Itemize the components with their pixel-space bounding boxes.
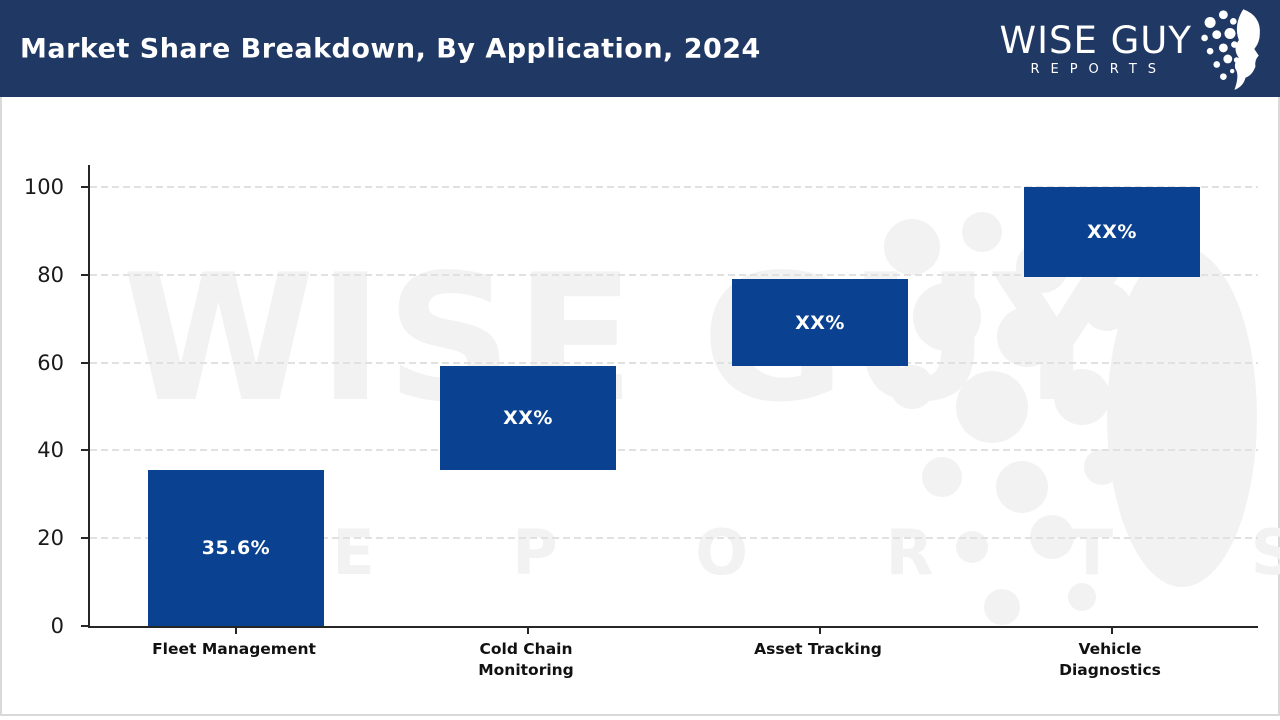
- bar-value-label: XX%: [503, 406, 553, 429]
- y-axis-tick: [81, 449, 88, 452]
- x-axis-tick: [527, 628, 529, 634]
- y-axis-tick-label: 20: [37, 526, 64, 551]
- y-axis-tick-label: 60: [37, 350, 64, 375]
- bar: XX%: [1024, 186, 1200, 277]
- gridline: [90, 449, 1258, 452]
- bar: XX%: [440, 366, 616, 470]
- y-axis-tick: [81, 273, 88, 276]
- gridline: [90, 273, 1258, 276]
- watermark-dotted-face: [884, 212, 1257, 625]
- bar-value-label: 35.6%: [201, 536, 271, 559]
- y-axis-tick: [81, 185, 88, 188]
- gridline: [90, 185, 1258, 188]
- x-axis-tick: [819, 628, 821, 634]
- gridline: [90, 361, 1258, 364]
- y-axis-tick-label: 80: [37, 262, 64, 287]
- watermark-subtitle: R E P O R T S: [147, 516, 1280, 589]
- y-axis-tick: [81, 625, 88, 627]
- x-axis-category-label: Cold Chain Monitoring: [478, 640, 574, 679]
- y-axis-tick-label: 40: [37, 438, 64, 463]
- page-title: Market Share Breakdown, By Application, …: [20, 33, 761, 64]
- logo-wordmark: WISE GUY: [999, 18, 1192, 62]
- gridline: [90, 537, 1258, 540]
- y-axis-tick-label: 0: [50, 614, 64, 638]
- x-axis-category-label: Fleet Management: [152, 640, 316, 658]
- bar-value-label: XX%: [1087, 220, 1137, 243]
- x-axis-category-label: Asset Tracking: [754, 640, 882, 658]
- y-axis-tick: [81, 537, 88, 540]
- y-axis-labels: 0 20 40 60 80 100: [0, 165, 80, 638]
- y-axis-tick-label: 100: [23, 174, 64, 199]
- header-bar: Market Share Breakdown, By Application, …: [0, 0, 1280, 97]
- x-axis-labels: Fleet Management Cold Chain Monitoring Ass…: [88, 639, 1256, 701]
- plot-area: 35.6% XX% XX% XX%: [81, 165, 1258, 634]
- x-axis-category-label: Vehicle Diagnostics: [1059, 640, 1161, 679]
- x-axis-tick: [235, 628, 237, 634]
- brand-logo: WISE GUY REPORTS: [1000, 7, 1266, 91]
- x-axis-tick: [1111, 628, 1113, 634]
- dotted-profile-face-icon: [1201, 8, 1260, 90]
- bar: 35.6%: [148, 469, 324, 626]
- logo-text: WISE GUY REPORTS: [1000, 22, 1192, 76]
- y-axis-tick: [81, 361, 88, 364]
- logo-subtitle: REPORTS: [1030, 61, 1168, 77]
- bar: XX%: [732, 279, 908, 367]
- bar-value-label: XX%: [795, 311, 845, 334]
